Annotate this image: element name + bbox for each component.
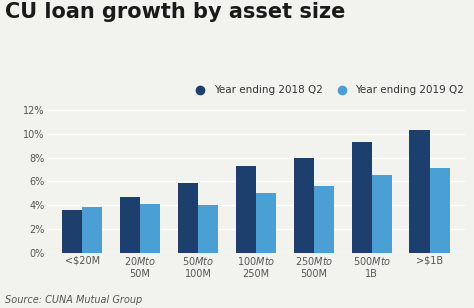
Bar	[430, 168, 450, 253]
Bar	[82, 208, 102, 253]
Bar	[372, 176, 392, 253]
Bar	[140, 204, 160, 253]
Text: Source: CUNA Mutual Group: Source: CUNA Mutual Group	[5, 295, 142, 305]
Text: CU loan growth by asset size: CU loan growth by asset size	[5, 2, 345, 22]
Bar	[62, 210, 82, 253]
Bar	[314, 186, 334, 253]
Legend: Year ending 2018 Q2, Year ending 2019 Q2: Year ending 2018 Q2, Year ending 2019 Q2	[190, 85, 464, 95]
Bar	[256, 193, 276, 253]
Bar	[120, 197, 140, 253]
Bar	[236, 166, 256, 253]
Bar	[410, 130, 430, 253]
Bar	[352, 142, 372, 253]
Bar	[198, 205, 219, 253]
Bar	[293, 158, 314, 253]
Bar	[178, 183, 198, 253]
